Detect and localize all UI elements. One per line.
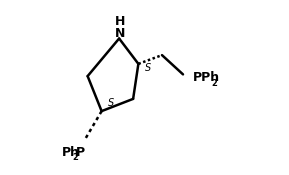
Text: Ph: Ph: [61, 146, 79, 159]
Text: PPh: PPh: [193, 71, 220, 84]
Text: 2: 2: [73, 153, 79, 162]
Text: S: S: [108, 98, 114, 108]
Text: 2: 2: [211, 79, 217, 88]
Text: S: S: [145, 63, 151, 73]
Text: P: P: [76, 146, 85, 159]
Text: N: N: [115, 27, 125, 40]
Text: H: H: [115, 15, 125, 28]
